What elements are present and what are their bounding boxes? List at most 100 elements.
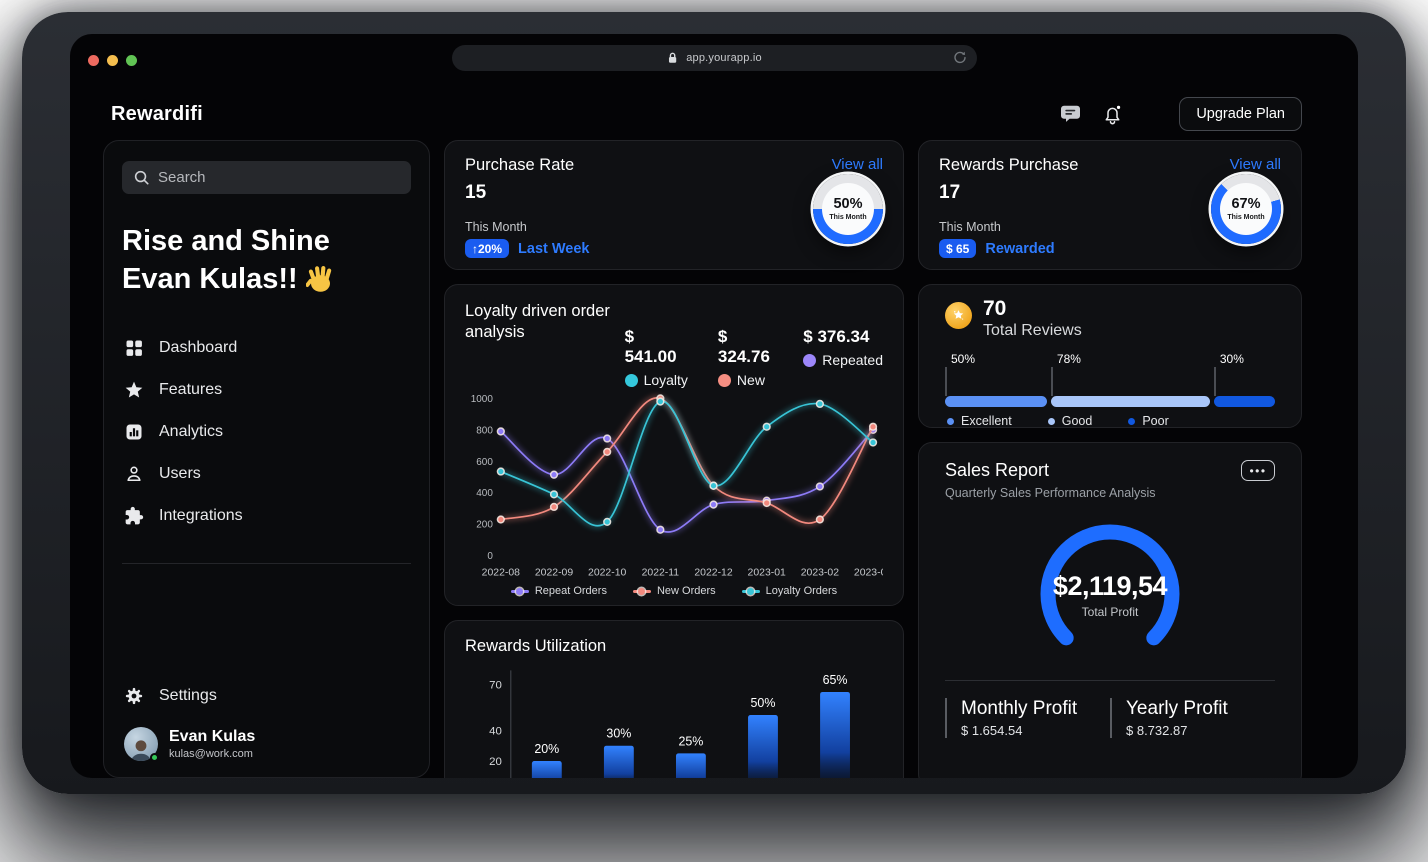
legend-item: Loyalty Orders bbox=[741, 585, 837, 597]
dashboard-content: Rise and Shine Evan Kulas!! bbox=[70, 140, 1358, 778]
bar-chart-icon bbox=[124, 422, 144, 442]
chat-icon[interactable] bbox=[1059, 102, 1083, 126]
notifications-bell-icon[interactable] bbox=[1100, 102, 1124, 126]
greeting-line2: Evan Kulas!! bbox=[122, 263, 298, 296]
card-title: Purchase Rate bbox=[465, 156, 575, 174]
svg-text:40: 40 bbox=[489, 725, 502, 737]
svg-text:0: 0 bbox=[487, 551, 493, 562]
url-text: app.yourapp.io bbox=[686, 52, 762, 64]
svg-text:25%: 25% bbox=[678, 734, 703, 748]
zoom-window-button[interactable] bbox=[126, 55, 137, 66]
reviews-count: 70 bbox=[983, 297, 1007, 320]
card-title: Rewards Utilization bbox=[465, 637, 607, 655]
sidebar-item-label: Features bbox=[159, 380, 223, 398]
legend-poor: Poor bbox=[1128, 414, 1169, 428]
sidebar-item-analytics[interactable]: Analytics bbox=[122, 411, 411, 453]
purchase-rate-card: Purchase Rate View all 15 This Month ↑20… bbox=[444, 140, 904, 270]
donut-sublabel: This Month bbox=[1227, 213, 1265, 221]
donut-percent: 67% bbox=[1231, 196, 1261, 213]
sidebar-item-label: Integrations bbox=[159, 506, 243, 524]
repeated-dot bbox=[803, 353, 817, 367]
close-window-button[interactable] bbox=[88, 55, 99, 66]
stat-period: This Month bbox=[465, 220, 527, 234]
legend-excellent: Excellent bbox=[947, 414, 1012, 428]
svg-text:1000: 1000 bbox=[471, 394, 494, 405]
sidebar-item-users[interactable]: Users bbox=[122, 453, 411, 495]
donut-percent: 50% bbox=[833, 196, 863, 213]
upgrade-plan-button[interactable]: Upgrade Plan bbox=[1179, 97, 1302, 131]
online-status-dot bbox=[150, 753, 159, 762]
loyalty-analysis-card: Loyalty driven order analysis $ 541.00 L… bbox=[444, 284, 904, 606]
monthly-profit: Monthly Profit $ 1.654.54 bbox=[945, 698, 1110, 738]
trend-badge: ↑20% bbox=[465, 239, 510, 258]
menu-icon[interactable] bbox=[1141, 108, 1162, 121]
card-subtitle: Quarterly Sales Performance Analysis bbox=[945, 486, 1156, 500]
sidebar-item-label: Dashboard bbox=[159, 338, 238, 356]
purchase-rate-donut: 50% This Month bbox=[813, 174, 883, 244]
reviews-legend: Excellent Good Poor bbox=[947, 414, 1275, 428]
legend-item: New Orders bbox=[632, 585, 716, 597]
sidebar-item-label: Settings bbox=[159, 687, 217, 704]
sidebar-item-integrations[interactable]: Integrations bbox=[122, 495, 411, 537]
sidebar-divider bbox=[122, 562, 411, 564]
sidebar-item-features[interactable]: Features bbox=[122, 369, 411, 411]
view-all-link[interactable]: View all bbox=[831, 156, 883, 173]
svg-text:65%: 65% bbox=[823, 673, 848, 687]
sales-report-card: Sales Report Quarterly Sales Performance… bbox=[918, 442, 1302, 778]
star-icon bbox=[124, 380, 144, 400]
sidebar-item-settings[interactable]: Settings bbox=[122, 675, 411, 717]
search-input[interactable] bbox=[122, 161, 411, 194]
reload-icon[interactable] bbox=[952, 50, 968, 66]
svg-text:2022-12: 2022-12 bbox=[694, 568, 733, 579]
svg-text:30%: 30% bbox=[606, 727, 631, 741]
chart-legend: Repeat Orders New Orders Loyalty Orders bbox=[465, 585, 883, 597]
badge-note: Rewarded bbox=[985, 240, 1055, 257]
minimize-window-button[interactable] bbox=[107, 55, 118, 66]
svg-text:20: 20 bbox=[489, 756, 502, 768]
card-title: Sales Report bbox=[945, 460, 1050, 480]
stat-value: 15 bbox=[465, 182, 487, 203]
app-header: Rewardifi bbox=[70, 82, 1358, 140]
greeting: Rise and Shine Evan Kulas!! bbox=[122, 222, 411, 299]
loyalty-line-chart: 0 200 400 600 800 1000 2022-08 2022-09 2022-10 20… bbox=[471, 394, 883, 579]
laptop-frame: app.yourapp.io Rewardifi bbox=[22, 12, 1406, 794]
legend-item: Repeat Orders bbox=[510, 585, 607, 597]
svg-text:2022-11: 2022-11 bbox=[642, 568, 680, 579]
card-title: Rewards Purchase bbox=[939, 156, 1079, 174]
new-dot bbox=[717, 373, 731, 387]
user-email: kulas@work.com bbox=[169, 747, 253, 760]
reviews-star-icon bbox=[945, 302, 972, 329]
svg-text:2022-08: 2022-08 bbox=[482, 568, 520, 579]
loyalty-stats: $ 541.00 Loyalty $ 324.76 New $ 376.34 R… bbox=[624, 327, 883, 388]
svg-text:2023-02: 2023-02 bbox=[801, 568, 839, 579]
total-profit-value: $2,119,54 bbox=[1052, 571, 1168, 601]
sidebar-item-dashboard[interactable]: Dashboard bbox=[122, 327, 411, 369]
browser-window: app.yourapp.io Rewardifi bbox=[70, 34, 1358, 778]
svg-text:400: 400 bbox=[476, 488, 493, 499]
svg-text:20%: 20% bbox=[534, 742, 559, 756]
rewards-purchase-card: Rewards Purchase View all 17 This Month … bbox=[918, 140, 1302, 270]
waving-hand-icon bbox=[305, 264, 336, 294]
user-profile[interactable]: Evan Kulas kulas@work.com bbox=[122, 717, 411, 763]
rewards-utilization-card: Rewards Utilization 020407020%30%25%50%6… bbox=[444, 620, 904, 778]
view-all-link[interactable]: View all bbox=[1229, 156, 1281, 173]
sidebar-item-label: Analytics bbox=[159, 422, 224, 440]
segment-good: 78% bbox=[1050, 352, 1210, 408]
search-icon bbox=[133, 169, 150, 186]
address-bar[interactable]: app.yourapp.io bbox=[451, 45, 977, 71]
greeting-line1: Rise and Shine bbox=[122, 225, 330, 257]
more-options-icon[interactable]: ••• bbox=[1241, 460, 1275, 481]
loyalty-dot bbox=[624, 373, 638, 387]
sidebar: Rise and Shine Evan Kulas!! bbox=[103, 140, 430, 778]
yearly-profit: Yearly Profit $ 8.732.87 bbox=[1110, 698, 1275, 738]
dashboard-grid-icon bbox=[124, 338, 144, 358]
card-title: Loyalty driven order analysis bbox=[465, 302, 610, 342]
donut-sublabel: This Month bbox=[829, 213, 867, 221]
svg-text:2022-09: 2022-09 bbox=[535, 568, 573, 579]
stat-new: $ 324.76 New bbox=[717, 327, 770, 388]
svg-text:600: 600 bbox=[476, 457, 493, 468]
divider bbox=[945, 680, 1275, 681]
user-icon bbox=[124, 464, 144, 484]
total-reviews-card: 70 Total Reviews 50% 78% 30% bbox=[918, 284, 1302, 428]
svg-text:800: 800 bbox=[476, 425, 493, 436]
